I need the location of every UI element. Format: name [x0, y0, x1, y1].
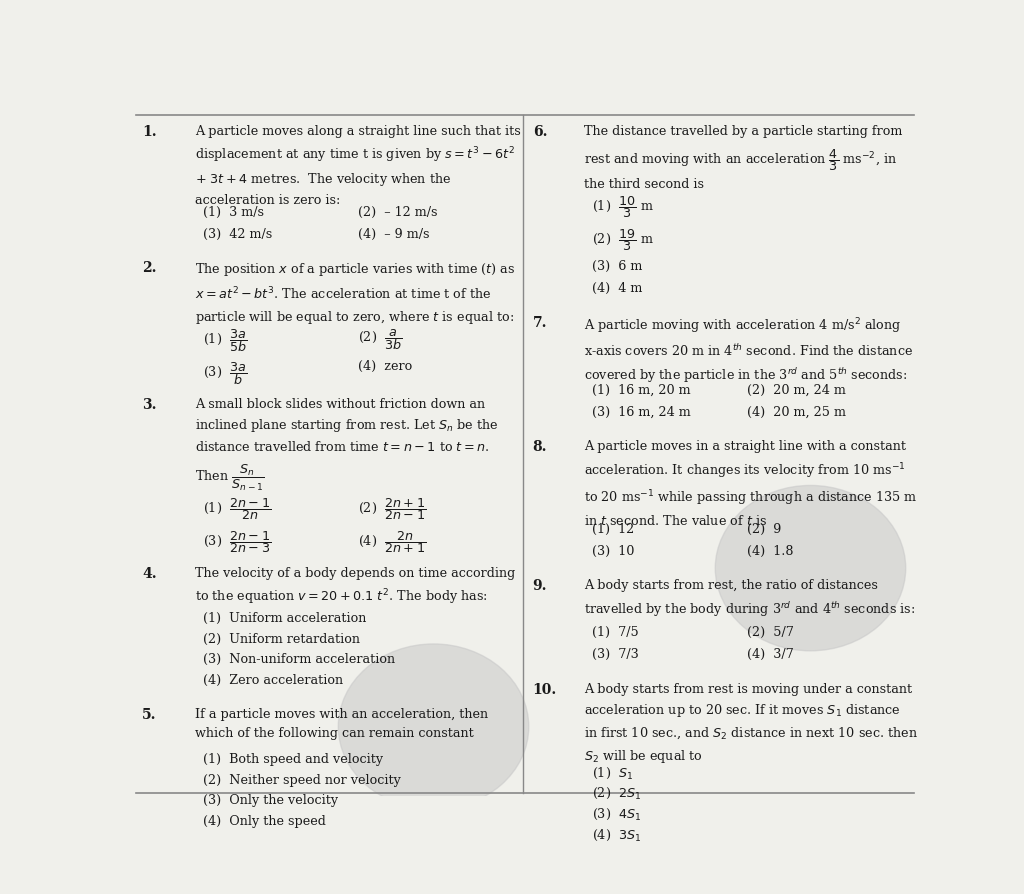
- Text: (2)  5/7: (2) 5/7: [748, 626, 794, 638]
- Text: If a particle moves with an acceleration, then
which of the following can remain: If a particle moves with an acceleration…: [196, 707, 488, 739]
- Text: A particle moves in a straight line with a constant
acceleration. It changes its: A particle moves in a straight line with…: [585, 440, 918, 527]
- Text: (1)  7/5: (1) 7/5: [592, 626, 639, 638]
- Text: A particle moves along a straight line such that its
displacement at any time t : A particle moves along a straight line s…: [196, 124, 521, 207]
- Text: (2)  $\dfrac{a}{3b}$: (2) $\dfrac{a}{3b}$: [358, 326, 402, 351]
- Text: (4)  3/7: (4) 3/7: [748, 647, 794, 661]
- Text: (4)  4 m: (4) 4 m: [592, 282, 643, 294]
- Text: 7.: 7.: [532, 316, 547, 330]
- Text: (1)  12: (1) 12: [592, 522, 635, 536]
- Text: A body starts from rest is moving under a constant
acceleration up to 20 sec. If: A body starts from rest is moving under …: [585, 682, 919, 763]
- Text: 5.: 5.: [142, 707, 157, 721]
- Text: (4)  $3S_1$: (4) $3S_1$: [592, 827, 642, 842]
- Text: (3)  16 m, 24 m: (3) 16 m, 24 m: [592, 405, 691, 418]
- Text: (3)  42 m/s: (3) 42 m/s: [204, 228, 272, 240]
- Text: (2)  $\dfrac{19}{3}$ m: (2) $\dfrac{19}{3}$ m: [592, 226, 654, 252]
- Text: (1)  Both speed and velocity: (1) Both speed and velocity: [204, 752, 384, 765]
- Text: (2)  20 m, 24 m: (2) 20 m, 24 m: [748, 384, 846, 396]
- Text: (1)  $\dfrac{10}{3}$ m: (1) $\dfrac{10}{3}$ m: [592, 193, 654, 219]
- Text: (3)  $4S_1$: (3) $4S_1$: [592, 806, 642, 822]
- Text: (3)  $\dfrac{2n-1}{2n-3}$: (3) $\dfrac{2n-1}{2n-3}$: [204, 528, 271, 554]
- Text: (4)  20 m, 25 m: (4) 20 m, 25 m: [748, 405, 846, 418]
- Text: 3.: 3.: [142, 397, 157, 411]
- Text: 6.: 6.: [532, 124, 547, 139]
- Text: The velocity of a body depends on time according
to the equation $v = 20 + 0.1\ : The velocity of a body depends on time a…: [196, 567, 516, 607]
- Text: (3)  $\dfrac{3a}{b}$: (3) $\dfrac{3a}{b}$: [204, 359, 248, 386]
- Text: (2)  $2S_1$: (2) $2S_1$: [592, 785, 642, 800]
- Text: 9.: 9.: [532, 578, 547, 593]
- Text: 1.: 1.: [142, 124, 157, 139]
- Text: (4)  Only the speed: (4) Only the speed: [204, 814, 327, 827]
- Circle shape: [338, 645, 528, 809]
- Text: (2)  $\dfrac{2n+1}{2n-1}$: (2) $\dfrac{2n+1}{2n-1}$: [358, 495, 426, 521]
- Text: (3)  6 m: (3) 6 m: [592, 259, 643, 273]
- Text: (2)  Neither speed nor velocity: (2) Neither speed nor velocity: [204, 773, 401, 786]
- Text: (3)  Non-uniform acceleration: (3) Non-uniform acceleration: [204, 653, 395, 665]
- Text: (1)  $\dfrac{3a}{5b}$: (1) $\dfrac{3a}{5b}$: [204, 326, 248, 353]
- Text: (2)  – 12 m/s: (2) – 12 m/s: [358, 206, 437, 219]
- Text: A body starts from rest, the ratio of distances
travelled by the body during 3$^: A body starts from rest, the ratio of di…: [585, 578, 915, 619]
- Text: (3)  Only the velocity: (3) Only the velocity: [204, 794, 339, 806]
- Circle shape: [715, 486, 905, 651]
- Text: (1)  Uniform acceleration: (1) Uniform acceleration: [204, 611, 367, 624]
- Text: 4.: 4.: [142, 567, 157, 580]
- Text: 2.: 2.: [142, 261, 157, 274]
- Text: 10.: 10.: [532, 682, 557, 696]
- Text: (1)  $\dfrac{2n-1}{2n}$: (1) $\dfrac{2n-1}{2n}$: [204, 495, 271, 521]
- Text: The distance travelled by a particle starting from
rest and moving with an accel: The distance travelled by a particle sta…: [585, 124, 903, 191]
- Text: (1)  16 m, 20 m: (1) 16 m, 20 m: [592, 384, 691, 396]
- Text: (4)  – 9 m/s: (4) – 9 m/s: [358, 228, 430, 240]
- Text: (2)  Uniform retardation: (2) Uniform retardation: [204, 632, 360, 645]
- Text: (1)  3 m/s: (1) 3 m/s: [204, 206, 264, 219]
- Text: 8.: 8.: [532, 440, 547, 454]
- Text: (1)  $S_1$: (1) $S_1$: [592, 764, 634, 780]
- Text: Then $\dfrac{S_n}{S_{n-1}}$: Then $\dfrac{S_n}{S_{n-1}}$: [196, 462, 265, 493]
- Text: (3)  10: (3) 10: [592, 544, 635, 557]
- Text: (4)  zero: (4) zero: [358, 359, 413, 372]
- Text: (4)  1.8: (4) 1.8: [748, 544, 794, 557]
- Text: (4)  Zero acceleration: (4) Zero acceleration: [204, 673, 343, 686]
- Text: A small block slides without friction down an
inclined plane starting from rest.: A small block slides without friction do…: [196, 397, 499, 453]
- Text: (2)  9: (2) 9: [748, 522, 781, 536]
- Text: (4)  $\dfrac{2n}{2n+1}$: (4) $\dfrac{2n}{2n+1}$: [358, 528, 426, 554]
- Text: The position $x$ of a particle varies with time ($t$) as
$x = at^2 - bt^3$. The : The position $x$ of a particle varies wi…: [196, 261, 516, 325]
- Text: (3)  7/3: (3) 7/3: [592, 647, 639, 661]
- Text: A particle moving with acceleration 4 m/s$^2$ along
x-axis covers 20 m in 4$^{th: A particle moving with acceleration 4 m/…: [585, 316, 913, 385]
